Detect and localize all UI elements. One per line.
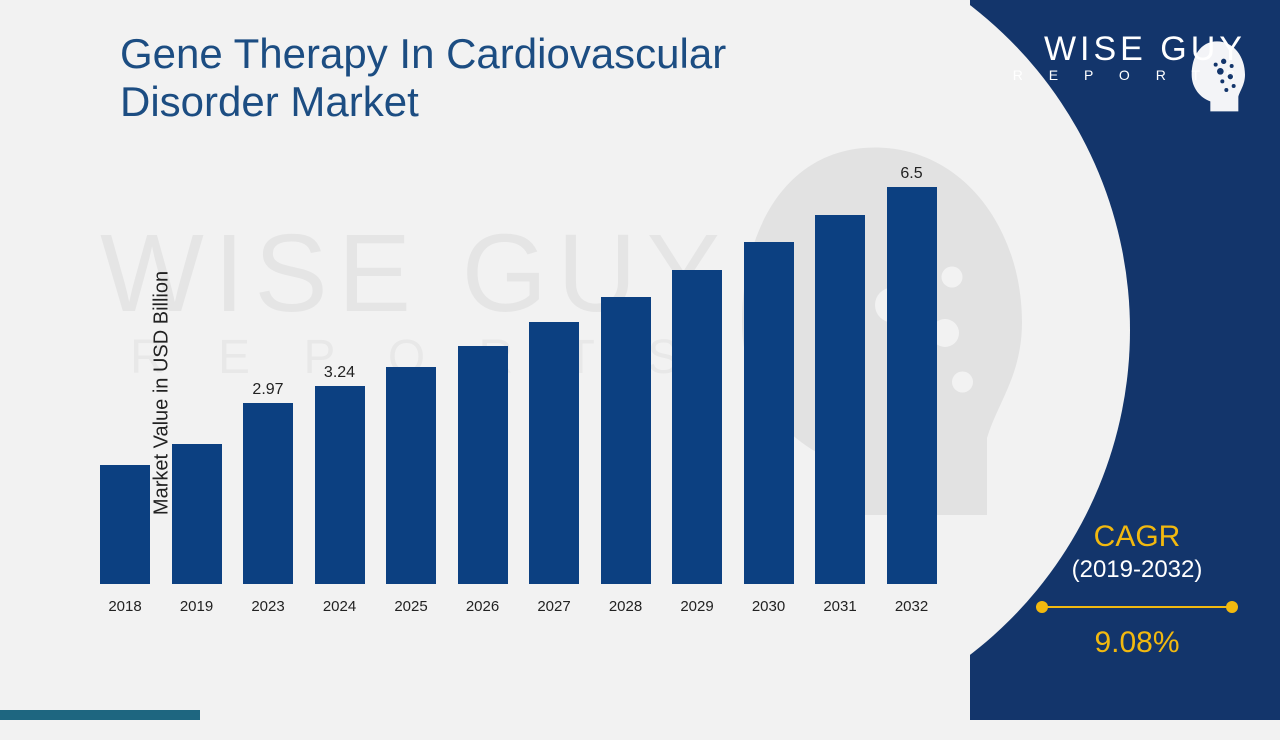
chart-title: Gene Therapy In Cardiovascular Disorder … xyxy=(120,30,820,127)
x-tick-label: 2031 xyxy=(823,598,856,615)
chart-bar xyxy=(172,444,222,584)
x-tick-label: 2018 xyxy=(108,598,141,615)
bar-value-label: 3.24 xyxy=(324,364,355,382)
cagr-panel: CAGR (2019-2032) 9.08% xyxy=(1032,520,1242,660)
x-tick-label: 2019 xyxy=(180,598,213,615)
brand-logo: WISE GUY R E P O R T S xyxy=(1013,30,1246,83)
chart-bar xyxy=(815,215,865,584)
chart-bar xyxy=(458,346,508,584)
x-tick-label: 2032 xyxy=(895,598,928,615)
cagr-label: CAGR xyxy=(1032,520,1242,554)
chart-bar xyxy=(386,367,436,584)
chart-bar xyxy=(601,297,651,584)
cagr-years: (2019-2032) xyxy=(1032,556,1242,584)
x-tick-label: 2023 xyxy=(251,598,284,615)
chart-bar xyxy=(672,270,722,584)
chart-bar: 6.5 xyxy=(887,187,937,584)
x-tick-label: 2025 xyxy=(394,598,427,615)
plot-area: 2.97 3.24 6.5 xyxy=(100,170,960,585)
bar-chart: Market Value in USD Billion 2.973.246.5 … xyxy=(90,170,960,615)
x-tick-label: 2028 xyxy=(609,598,642,615)
x-tick-label: 2029 xyxy=(680,598,713,615)
x-tick-label: 2026 xyxy=(466,598,499,615)
chart-bar xyxy=(744,242,794,584)
x-tick-label: 2030 xyxy=(752,598,785,615)
x-tick-label: 2024 xyxy=(323,598,356,615)
bar-value-label: 2.97 xyxy=(252,381,283,399)
chart-bar: 3.24 xyxy=(315,386,365,584)
cagr-divider xyxy=(1042,606,1232,608)
cagr-value: 9.08% xyxy=(1032,626,1242,660)
x-tick-label: 2027 xyxy=(537,598,570,615)
infographic-canvas: WISE GUY R E P O R T S Gene Therapy In C… xyxy=(0,0,1280,720)
chart-bar xyxy=(529,322,579,584)
x-axis-labels: 2018 2019 2023 2024 2025 2026 2027 2028 2029 2030… xyxy=(100,589,960,615)
bottom-accent-bar xyxy=(0,710,200,720)
bar-value-label: 6.5 xyxy=(900,165,922,183)
head-icon xyxy=(1182,38,1252,118)
chart-bar: 2.97 xyxy=(243,403,293,584)
chart-bar xyxy=(100,465,150,584)
